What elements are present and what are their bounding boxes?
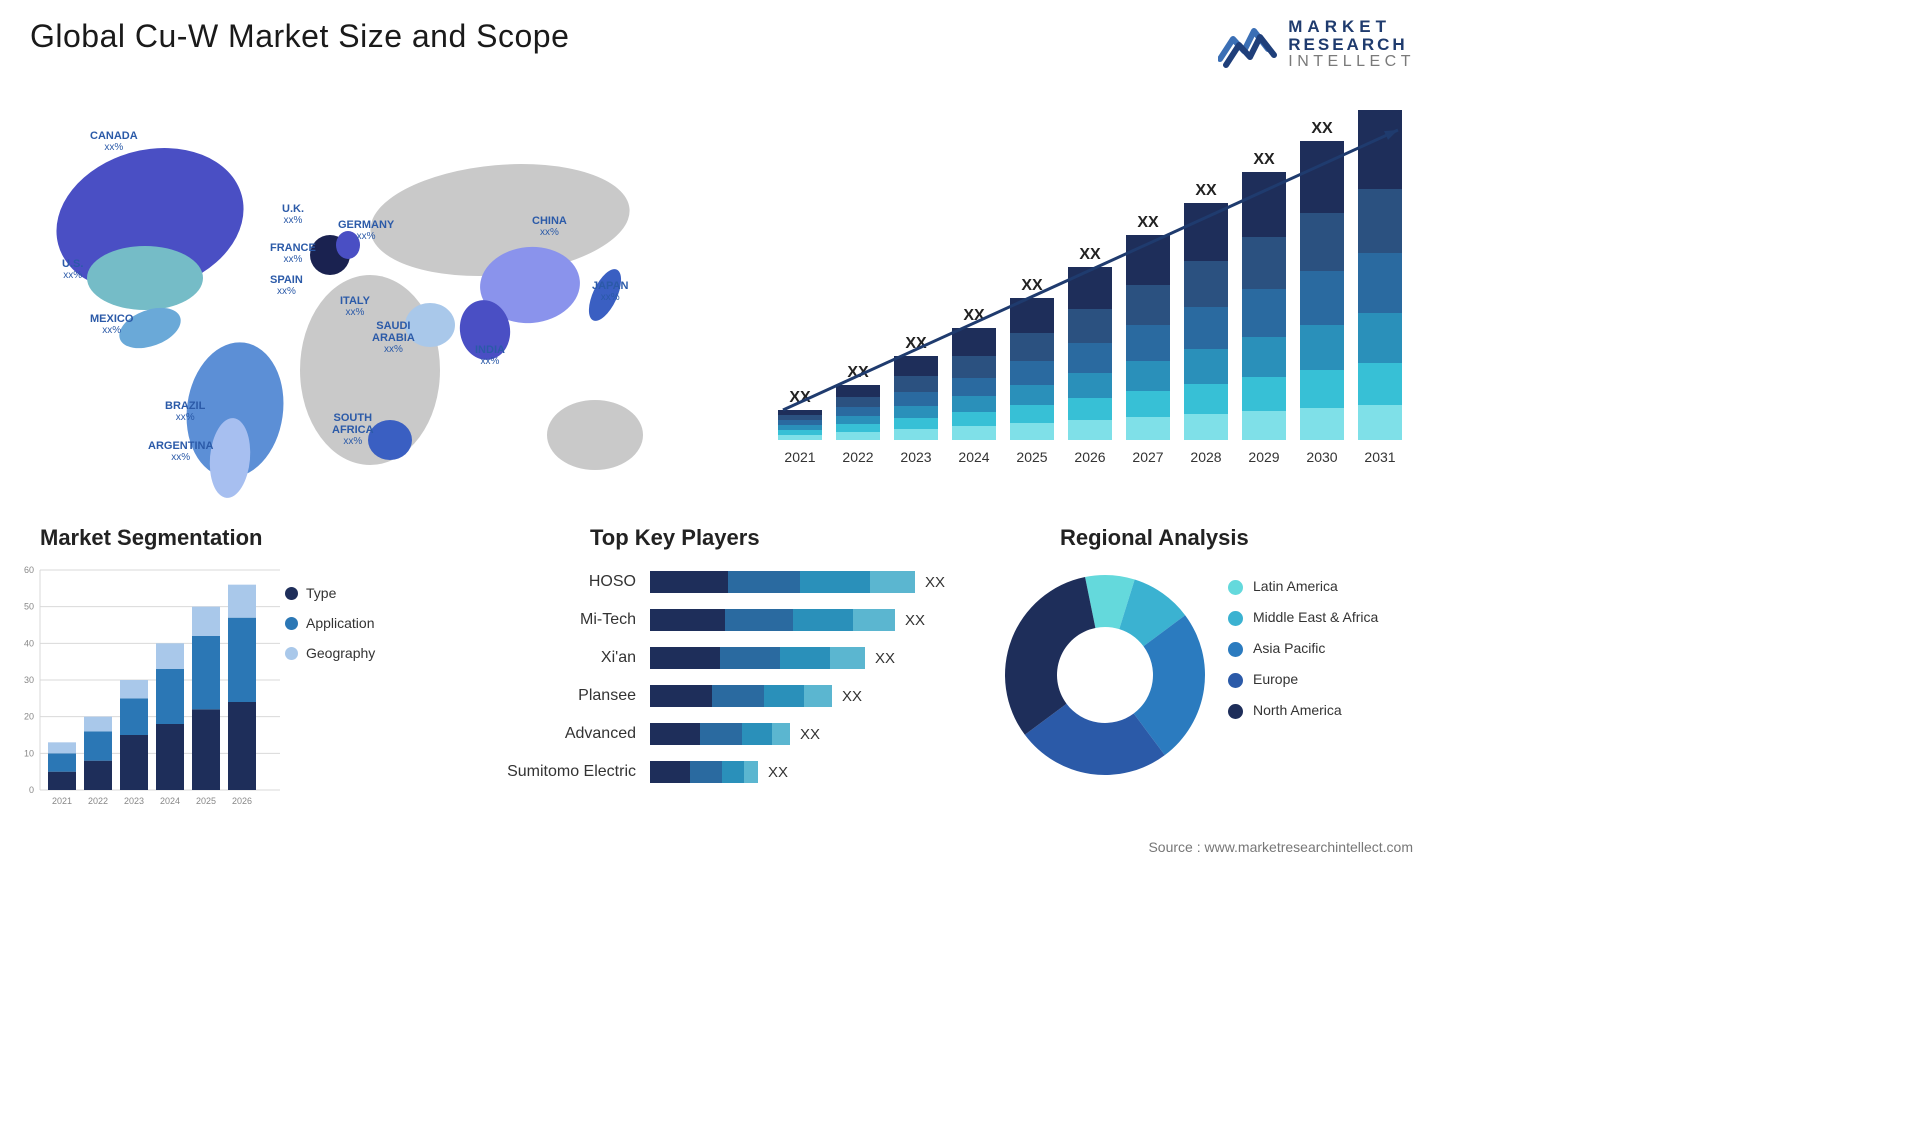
player-name: Sumitomo Electric <box>500 763 650 781</box>
world-map: CANADAxx% U.S.xx% MEXICOxx% BRAZILxx% ARGENT… <box>30 100 710 500</box>
player-name: Advanced <box>500 725 650 743</box>
map-label: SAUDIARABIAxx% <box>372 320 415 355</box>
svg-text:2029: 2029 <box>1248 449 1279 465</box>
svg-text:30: 30 <box>24 675 34 685</box>
legend-item: Application <box>285 615 375 631</box>
map-label: INDIAxx% <box>475 344 505 367</box>
svg-text:60: 60 <box>24 565 34 575</box>
map-label: SPAINxx% <box>270 274 303 297</box>
svg-text:2025: 2025 <box>1016 449 1047 465</box>
player-name: Mi-Tech <box>500 611 650 629</box>
legend-item: North America <box>1228 702 1378 719</box>
svg-text:2025: 2025 <box>196 796 216 806</box>
logo-text-1: MARKET <box>1288 18 1415 36</box>
segmentation-chart: 0 10 20 30 40 50 60 2021 2022 2023 2024 2025 2026 <box>10 560 460 820</box>
map-label: ARGENTINAxx% <box>148 440 213 463</box>
player-name: Plansee <box>500 687 650 705</box>
svg-text:XX: XX <box>1137 214 1159 231</box>
map-label: U.K.xx% <box>282 203 304 226</box>
svg-text:2024: 2024 <box>160 796 180 806</box>
svg-text:XX: XX <box>1079 246 1101 263</box>
regional-donut <box>995 565 1215 785</box>
svg-text:XX: XX <box>1253 151 1275 168</box>
svg-text:2021: 2021 <box>52 796 72 806</box>
svg-text:2023: 2023 <box>124 796 144 806</box>
player-value: XX <box>875 650 895 667</box>
player-row: HOSO XX <box>500 568 950 596</box>
player-row: Mi-Tech XX <box>500 606 950 634</box>
regional-legend: Latin America Middle East & Africa Asia Pa… <box>1228 578 1378 733</box>
svg-text:20: 20 <box>24 712 34 722</box>
map-label: MEXICOxx% <box>90 313 133 336</box>
player-row: Sumitomo Electric XX <box>500 758 950 786</box>
map-label: FRANCExx% <box>270 242 316 265</box>
top-key-players-chart: HOSO XX Mi-Tech XX Xi'an XX Plansee XX Advanced X… <box>500 568 950 828</box>
player-value: XX <box>842 688 862 705</box>
svg-text:2030: 2030 <box>1306 449 1337 465</box>
svg-text:XX: XX <box>1195 182 1217 199</box>
svg-text:2027: 2027 <box>1132 449 1163 465</box>
svg-text:40: 40 <box>24 638 34 648</box>
legend-item: Asia Pacific <box>1228 640 1378 657</box>
player-bar <box>650 723 790 745</box>
player-name: Xi'an <box>500 649 650 667</box>
player-value: XX <box>925 574 945 591</box>
svg-text:XX: XX <box>1311 120 1333 137</box>
page-title: Global Cu-W Market Size and Scope <box>30 18 569 55</box>
player-row: Advanced XX <box>500 720 950 748</box>
logo-icon <box>1218 19 1278 69</box>
svg-text:2024: 2024 <box>958 449 989 465</box>
svg-text:2028: 2028 <box>1190 449 1221 465</box>
player-bar <box>650 761 758 783</box>
top-key-players-title: Top Key Players <box>590 525 760 551</box>
player-bar <box>650 685 832 707</box>
svg-text:10: 10 <box>24 748 34 758</box>
map-label: GERMANYxx% <box>338 219 394 242</box>
legend-item: Type <box>285 585 375 601</box>
map-label: ITALYxx% <box>340 295 370 318</box>
player-value: XX <box>768 764 788 781</box>
player-bar <box>650 647 865 669</box>
legend-item: Middle East & Africa <box>1228 609 1378 626</box>
segmentation-legend: Type Application Geography <box>285 585 375 675</box>
svg-text:2021: 2021 <box>784 449 815 465</box>
logo-text-2: RESEARCH <box>1288 36 1415 54</box>
svg-text:2023: 2023 <box>900 449 931 465</box>
player-row: Xi'an XX <box>500 644 950 672</box>
map-label: U.S.xx% <box>62 258 83 281</box>
player-name: HOSO <box>500 573 650 591</box>
player-row: Plansee XX <box>500 682 950 710</box>
svg-text:XX: XX <box>1021 277 1043 294</box>
logo-text-3: INTELLECT <box>1288 54 1415 71</box>
player-bar <box>650 609 895 631</box>
svg-text:2026: 2026 <box>1074 449 1105 465</box>
svg-text:2022: 2022 <box>842 449 873 465</box>
map-label: SOUTHAFRICAxx% <box>332 412 374 447</box>
source-text: Source : www.marketresearchintellect.com <box>1148 839 1413 855</box>
map-label: BRAZILxx% <box>165 400 205 423</box>
segmentation-title: Market Segmentation <box>40 525 263 551</box>
svg-text:50: 50 <box>24 602 34 612</box>
map-label: CANADAxx% <box>90 130 138 153</box>
legend-item: Latin America <box>1228 578 1378 595</box>
player-bar <box>650 571 915 593</box>
player-value: XX <box>800 726 820 743</box>
forecast-chart: XX2021XX2022XX2023XX2024XX2025XX2026XX20… <box>768 110 1408 470</box>
brand-logo: MARKET RESEARCH INTELLECT <box>1218 18 1415 70</box>
svg-text:2031: 2031 <box>1364 449 1395 465</box>
legend-item: Geography <box>285 645 375 661</box>
map-label: JAPANxx% <box>592 280 628 303</box>
map-label: CHINAxx% <box>532 215 567 238</box>
player-value: XX <box>905 612 925 629</box>
svg-text:0: 0 <box>29 785 34 795</box>
svg-text:2026: 2026 <box>232 796 252 806</box>
legend-item: Europe <box>1228 671 1378 688</box>
regional-analysis-title: Regional Analysis <box>1060 525 1249 551</box>
svg-text:2022: 2022 <box>88 796 108 806</box>
